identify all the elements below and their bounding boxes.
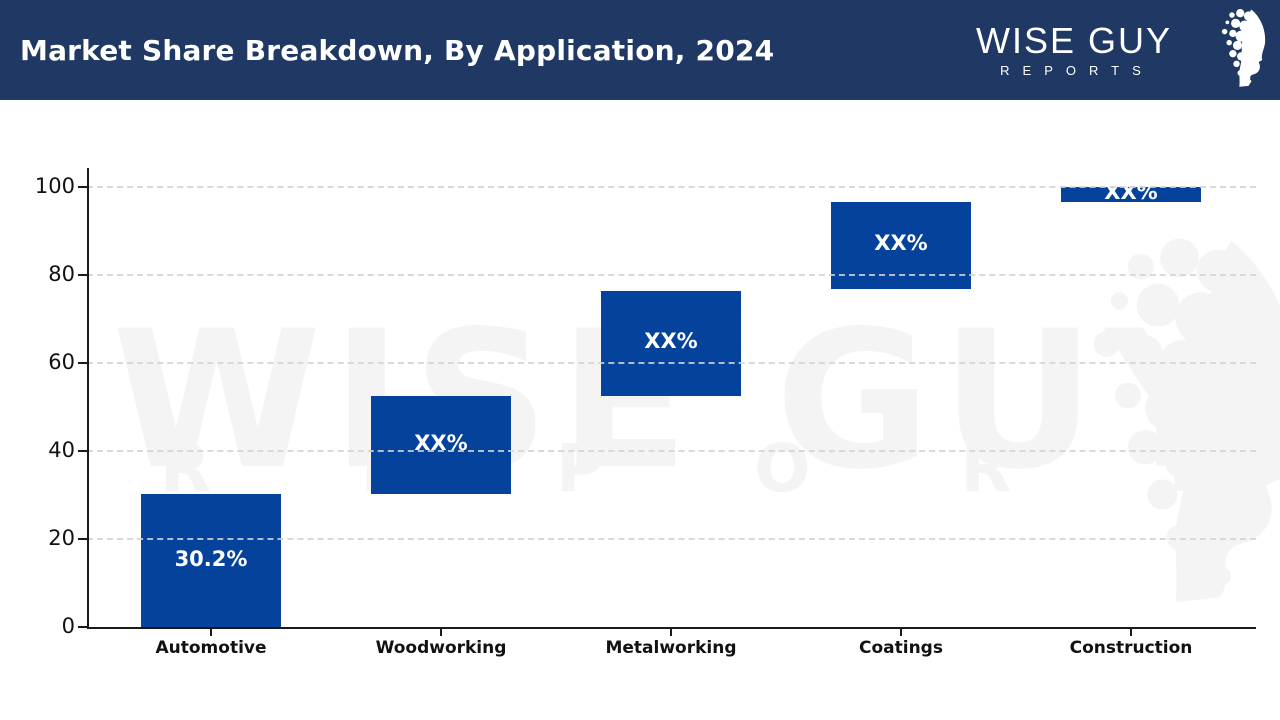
x-axis-line: [87, 627, 1256, 629]
x-tick-mark-construction: [1130, 627, 1132, 636]
gridline-40: [87, 450, 1256, 452]
y-tick-mark-80: [78, 274, 87, 276]
gridline-20: [87, 538, 1256, 540]
bar-value-label-coatings: XX%: [874, 231, 928, 256]
y-tick-label-0: 0: [61, 614, 75, 638]
x-tick-mark-automotive: [210, 627, 212, 636]
bar-metalworking: [601, 290, 741, 396]
bar-value-label-metalworking: XX%: [644, 329, 698, 354]
y-tick-mark-60: [78, 362, 87, 364]
x-tick-mark-woodworking: [440, 627, 442, 636]
x-category-label-metalworking: Metalworking: [605, 638, 737, 658]
y-tick-label-60: 60: [48, 350, 75, 374]
logo-wordmark: WISE GUY: [975, 20, 1172, 61]
bar-value-label-construction: XX%: [1104, 180, 1158, 205]
y-tick-mark-0: [78, 626, 87, 628]
y-tick-label-20: 20: [48, 526, 75, 550]
x-category-label-coatings: Coatings: [859, 638, 943, 658]
gridline-100: [87, 186, 1256, 188]
x-category-label-construction: Construction: [1069, 638, 1193, 658]
y-tick-label-100: 100: [34, 174, 75, 198]
bar-woodworking: [371, 395, 511, 495]
watermark-face-icon: [1093, 238, 1280, 602]
wise-guy-logo: WISE GUY REPORTS: [976, 7, 1280, 93]
logo-subtitle: REPORTS: [1000, 63, 1154, 78]
y-tick-mark-40: [78, 450, 87, 452]
logo-face-icon: [1221, 9, 1266, 87]
x-category-label-automotive: Automotive: [155, 638, 267, 658]
chart-title: Market Share Breakdown, By Application, …: [20, 33, 775, 67]
chart-plot-area: WISE GUY REPORTS 02040608010030.2%XX%XX%…: [0, 100, 1280, 720]
y-tick-label-80: 80: [48, 262, 75, 286]
bar-automotive: [141, 494, 281, 627]
x-category-label-woodworking: Woodworking: [375, 638, 507, 658]
y-tick-mark-20: [78, 538, 87, 540]
x-tick-mark-metalworking: [670, 627, 672, 636]
logo-text: WISE GUY REPORTS: [975, 20, 1172, 78]
x-tick-mark-coatings: [900, 627, 902, 636]
gridline-80: [87, 274, 1256, 276]
header-bar: Market Share Breakdown, By Application, …: [0, 0, 1280, 100]
bar-construction: [1061, 187, 1201, 202]
watermark-subtitle: REPORTS: [160, 430, 1280, 507]
y-axis-line: [87, 168, 89, 629]
y-tick-mark-100: [78, 186, 87, 188]
gridline-60: [87, 362, 1256, 364]
bar-value-label-automotive: 30.2%: [174, 546, 248, 571]
y-tick-label-40: 40: [48, 438, 75, 462]
